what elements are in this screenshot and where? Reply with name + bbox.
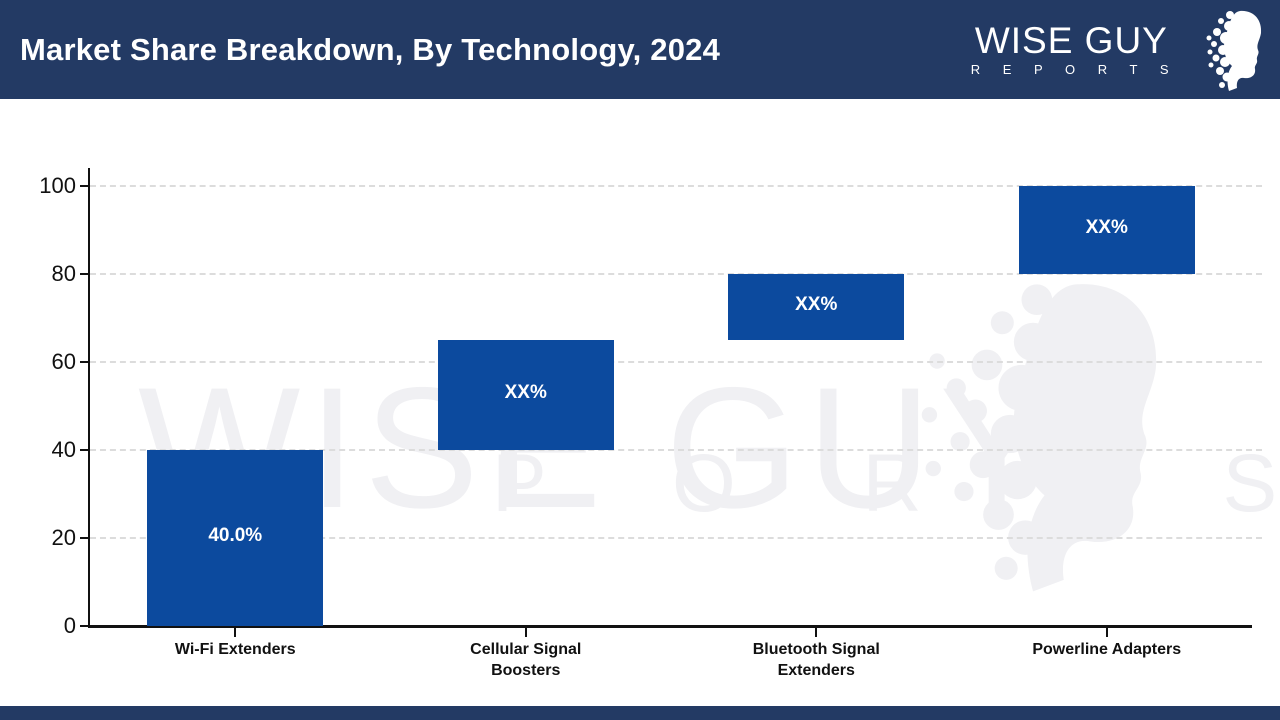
- gridline-60: [90, 361, 1262, 363]
- bar-3: XX%: [728, 274, 905, 340]
- chart-title: Market Share Breakdown, By Technology, 2…: [20, 31, 721, 67]
- y-axis-tick: [80, 537, 89, 539]
- y-axis-tick: [80, 361, 89, 363]
- y-axis-tick: [80, 625, 89, 627]
- bar-4: XX%: [1018, 186, 1195, 274]
- bar-value-label: XX%: [1085, 217, 1128, 238]
- watermark-text-2: P O R T S: [492, 438, 1280, 529]
- x-tick-label: Bluetooth Signal Extenders: [752, 641, 880, 679]
- y-tick-label: 40: [51, 437, 76, 462]
- y-tick-label: 80: [51, 261, 76, 286]
- y-tick-label: 0: [63, 613, 76, 638]
- bar-value-label: XX%: [795, 294, 838, 315]
- x-tick-label: Wi-Fi Extenders: [174, 641, 296, 658]
- wiseguy-logo: WISE GUY R E P O R T S: [965, 7, 1266, 93]
- chart-area: WISE GUY P O R T S 0 20 40 60 80 100 40.0% Wi-F…: [0, 99, 1280, 706]
- x-tick-label: Cellular Signal Boosters: [470, 641, 582, 679]
- logo-subtitle: R E P O R T S: [970, 62, 1178, 77]
- bar-value-label: XX%: [504, 382, 547, 403]
- y-axis-tick: [80, 449, 89, 451]
- wiseguy-head-icon: [1206, 10, 1262, 91]
- x-axis-line: [88, 625, 1252, 628]
- footer-bar: [0, 706, 1280, 720]
- x-tick-label: Powerline Adapters: [1032, 641, 1182, 658]
- gridline-100: [90, 185, 1262, 187]
- x-axis-tick: [1105, 628, 1108, 637]
- y-tick-label: 100: [39, 173, 76, 198]
- y-tick-label: 60: [51, 349, 76, 374]
- bar-2: XX%: [437, 340, 614, 450]
- y-axis-line: [88, 168, 90, 628]
- bar-value-label: 40.0%: [208, 525, 263, 546]
- gridline-40: [90, 449, 1262, 451]
- logo-wordmark: WISE GUY: [974, 20, 1168, 61]
- x-axis-tick: [524, 628, 527, 637]
- x-axis-tick: [234, 628, 237, 637]
- y-axis-tick: [80, 273, 89, 275]
- header-bar: Market Share Breakdown, By Technology, 2…: [0, 0, 1280, 99]
- gridline-20: [90, 537, 1262, 539]
- bar-1: 40.0%: [147, 450, 324, 626]
- y-axis-tick: [80, 185, 89, 187]
- y-tick-label: 20: [51, 525, 76, 550]
- x-axis-tick: [815, 628, 818, 637]
- gridline-80: [90, 273, 1262, 275]
